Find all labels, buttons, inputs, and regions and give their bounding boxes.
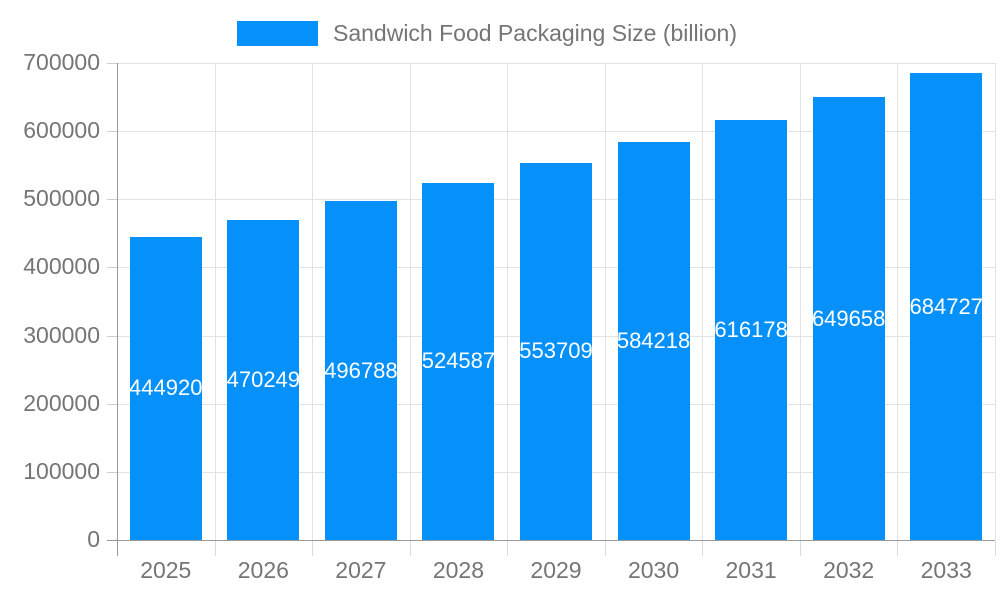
y-tick <box>107 199 117 201</box>
x-axis-tick-label: 2033 <box>920 557 972 583</box>
x-axis-tick-label: 2032 <box>823 557 875 583</box>
y-axis-tick-label: 500000 <box>23 185 100 212</box>
h-gridline <box>117 131 995 133</box>
plot-area: 444920 470249 496788 524587 553709 584218 6161… <box>117 63 996 540</box>
x-axis-tick-label: 2031 <box>725 557 777 583</box>
y-tick <box>107 403 117 405</box>
v-gridline <box>409 63 411 540</box>
legend-item[interactable]: Sandwich Food Packaging Size (billion) <box>237 20 737 47</box>
legend-swatch <box>237 21 318 46</box>
y-tick <box>107 335 117 337</box>
x-axis-line <box>107 540 995 541</box>
y-axis-line <box>117 63 118 556</box>
v-gridline <box>995 63 996 540</box>
bar-value-label: 553709 <box>519 338 593 364</box>
bar-value-label: 470249 <box>226 366 301 392</box>
y-tick <box>107 471 117 473</box>
v-gridline <box>799 63 801 540</box>
bar[interactable]: 444920 <box>129 236 203 540</box>
bar-value-label: 649658 <box>811 305 886 331</box>
x-axis-tick-label: 2027 <box>335 557 387 583</box>
bar[interactable]: 684727 <box>909 73 983 540</box>
y-axis-tick-label: 700000 <box>23 49 100 75</box>
x-axis-tick-label: 2030 <box>627 557 680 583</box>
x-tick <box>312 541 314 556</box>
bar-value-label: 616178 <box>714 317 788 343</box>
v-gridline <box>604 63 606 540</box>
bar[interactable]: 524587 <box>421 182 496 540</box>
x-tick <box>799 541 801 556</box>
x-axis-tick-label: 2025 <box>140 557 192 583</box>
v-gridline <box>214 63 216 540</box>
bar-value-label: 496788 <box>324 357 398 383</box>
v-gridline <box>312 63 314 540</box>
x-axis-tick-label: 2029 <box>530 557 582 583</box>
x-tick <box>214 541 216 556</box>
x-tick <box>409 541 411 556</box>
y-axis-tick-label: 0 <box>87 526 100 552</box>
y-tick <box>107 131 117 133</box>
x-tick <box>507 541 509 556</box>
h-gridline <box>117 63 995 64</box>
x-tick <box>995 541 996 556</box>
v-gridline <box>897 63 899 540</box>
bar[interactable]: 496788 <box>324 201 398 540</box>
bar-value-label: 444920 <box>129 375 203 401</box>
bar-value-label: 584218 <box>616 327 691 353</box>
x-tick <box>897 541 899 556</box>
bar-value-label: 684727 <box>909 293 983 319</box>
x-axis-tick-label: 2028 <box>432 557 485 583</box>
v-gridline <box>507 63 509 540</box>
legend-label: Sandwich Food Packaging Size (billion) <box>333 20 737 46</box>
y-axis-tick-label: 300000 <box>23 321 100 348</box>
v-gridline <box>702 63 704 540</box>
y-axis-tick-label: 400000 <box>23 253 100 280</box>
y-tick <box>107 63 117 64</box>
bar[interactable]: 584218 <box>616 141 691 540</box>
x-tick <box>604 541 606 556</box>
bar[interactable]: 553709 <box>519 162 593 540</box>
y-axis-tick-label: 200000 <box>23 389 100 416</box>
bar[interactable]: 470249 <box>226 219 301 540</box>
bar[interactable]: 616178 <box>714 120 788 540</box>
y-tick <box>107 267 117 269</box>
bar-value-label: 524587 <box>421 348 496 374</box>
x-tick <box>702 541 704 556</box>
y-axis-tick-label: 600000 <box>23 117 100 144</box>
bar[interactable]: 649658 <box>811 97 886 540</box>
x-axis-tick-label: 2026 <box>237 557 289 583</box>
y-axis-tick-label: 100000 <box>23 457 100 484</box>
